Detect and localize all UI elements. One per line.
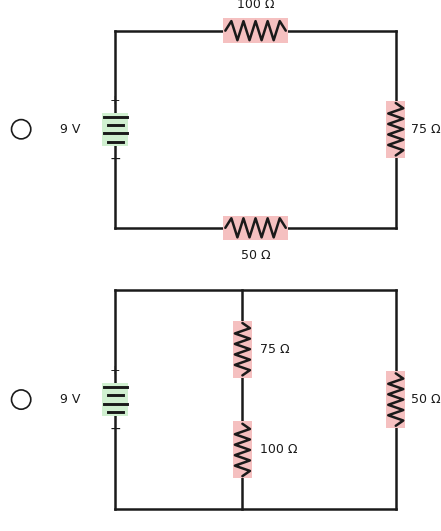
Text: −: − [109, 151, 121, 166]
Text: 100 Ω: 100 Ω [237, 0, 274, 11]
FancyBboxPatch shape [102, 113, 128, 146]
Text: −: − [109, 422, 121, 436]
Text: 50 Ω: 50 Ω [241, 249, 270, 262]
Text: 9 V: 9 V [60, 123, 80, 136]
Text: 9 V: 9 V [60, 393, 80, 406]
FancyBboxPatch shape [386, 101, 405, 158]
Text: 100 Ω: 100 Ω [260, 443, 297, 457]
Text: 50 Ω: 50 Ω [411, 393, 441, 406]
FancyBboxPatch shape [223, 19, 288, 43]
Text: 75 Ω: 75 Ω [411, 123, 441, 136]
FancyBboxPatch shape [386, 371, 405, 428]
FancyBboxPatch shape [223, 216, 288, 240]
Text: 75 Ω: 75 Ω [260, 342, 290, 356]
FancyBboxPatch shape [102, 383, 128, 416]
FancyBboxPatch shape [233, 422, 252, 478]
FancyBboxPatch shape [233, 321, 252, 378]
Text: +: + [110, 94, 121, 107]
Text: +: + [110, 364, 121, 377]
